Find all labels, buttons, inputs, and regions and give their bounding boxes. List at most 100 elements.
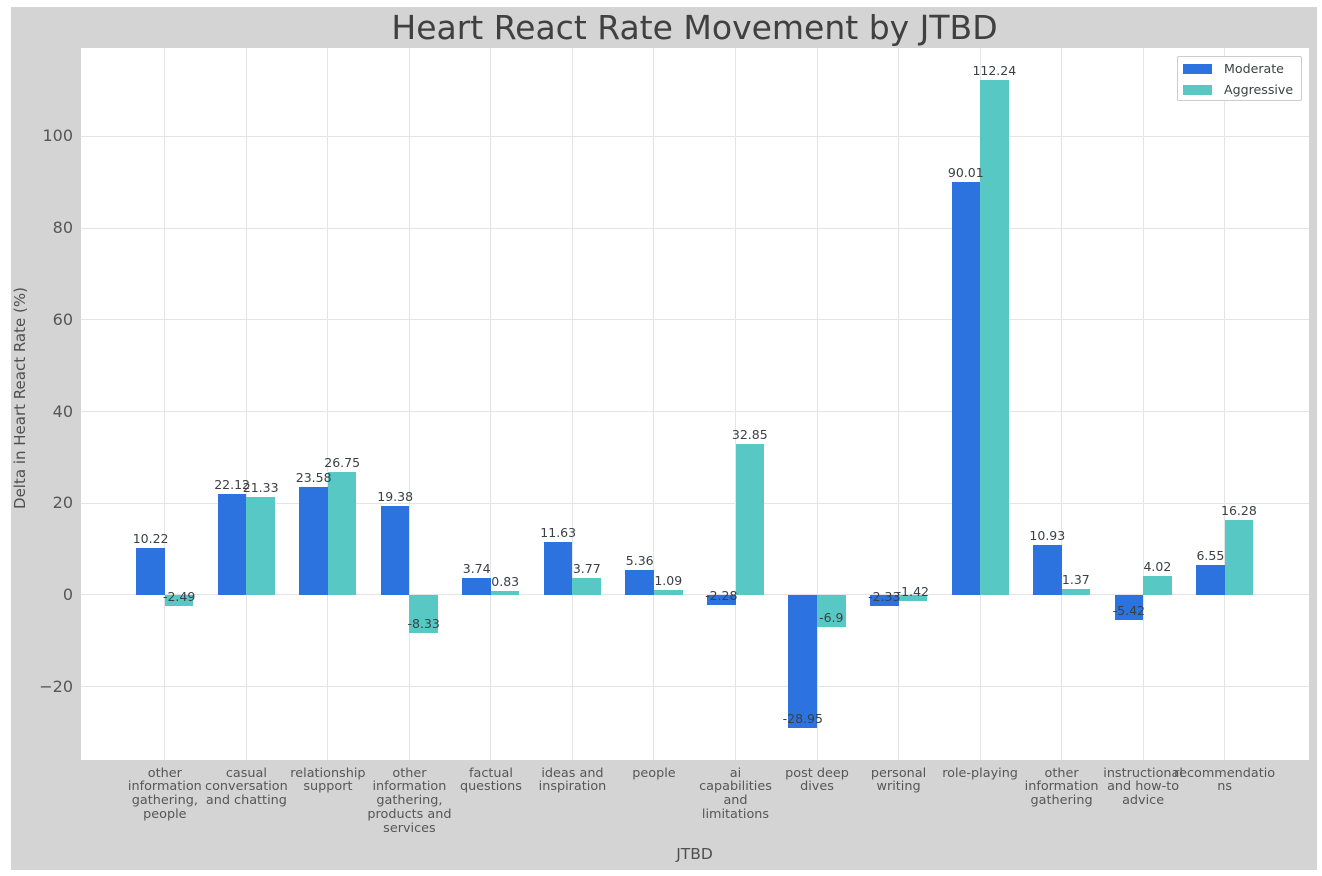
bar-aggressive-0 — [164, 594, 194, 607]
legend-label-aggressive: Aggressive — [1224, 82, 1294, 97]
value-label-moderate-7: -2.28 — [705, 588, 738, 604]
value-label-moderate-11: 10.93 — [1029, 527, 1066, 543]
x-tick-label-1: casual conversation and chatting — [205, 765, 288, 809]
gridline-vertical — [245, 48, 247, 760]
bar-moderate-6 — [625, 570, 654, 595]
value-label-moderate-10: 90.01 — [947, 165, 984, 181]
value-label-moderate-1: 22.12 — [214, 476, 251, 492]
bar-aggressive-3 — [409, 594, 438, 634]
bar-aggressive-8 — [817, 594, 846, 627]
y-tick-label-20: 20 — [52, 493, 73, 513]
gridline-vertical — [1142, 48, 1144, 760]
y-tick-label-40: 40 — [52, 401, 73, 421]
bar-aggressive-9 — [898, 594, 928, 602]
bar-moderate-13 — [1196, 564, 1225, 595]
value-label-moderate-5: 11.63 — [540, 524, 577, 540]
value-label-moderate-3: 19.38 — [377, 489, 414, 505]
bar-aggressive-12 — [1143, 576, 1172, 595]
value-label-aggressive-12: 4.02 — [1143, 559, 1172, 575]
value-label-aggressive-11: 1.37 — [1061, 571, 1090, 587]
bar-aggressive-5 — [572, 577, 601, 595]
x-tick-label-4: factual questions — [459, 765, 522, 795]
x-tick-label-3: other information gathering, products an… — [367, 765, 452, 837]
bar-aggressive-11 — [1061, 588, 1091, 595]
bar-aggressive-2 — [327, 472, 357, 595]
gridline-horizontal — [80, 411, 1309, 413]
legend: Moderate Aggressive — [1177, 56, 1302, 101]
bar-moderate-11 — [1033, 544, 1062, 595]
y-tick-label-0: 0 — [62, 584, 73, 604]
value-label-aggressive-8: -6.9 — [819, 609, 844, 625]
legend-row-aggressive: Aggressive — [1178, 83, 1301, 97]
value-label-aggressive-1: 21.33 — [242, 480, 279, 496]
value-label-aggressive-7: 32.85 — [731, 427, 768, 443]
bar-moderate-3 — [380, 506, 410, 595]
x-tick-label-13: recommendatio ns — [1174, 765, 1276, 795]
bar-moderate-2 — [299, 486, 328, 595]
value-label-moderate-2: 23.58 — [295, 469, 332, 485]
gridline-horizontal — [80, 686, 1309, 688]
value-label-moderate-13: 6.55 — [1196, 547, 1225, 563]
value-label-moderate-4: 3.74 — [462, 560, 491, 576]
x-tick-label-5: ideas and inspiration — [538, 765, 607, 795]
gridline-vertical — [1061, 48, 1063, 760]
bar-moderate-8 — [788, 594, 818, 728]
bar-moderate-1 — [217, 493, 247, 595]
gridline-horizontal — [80, 502, 1309, 504]
value-label-aggressive-4: 0.83 — [491, 574, 520, 590]
value-label-aggressive-13: 16.28 — [1220, 503, 1257, 519]
plot-area: 10.22 22.12 23.58 19.38 3.74 11.63 5.36 -2.28 -2… — [80, 48, 1309, 760]
bar-moderate-10 — [951, 182, 981, 595]
x-tick-label-11: other information gathering — [1024, 765, 1099, 809]
gridline-vertical — [735, 48, 736, 760]
x-tick-label-0: other information gathering, people — [127, 765, 202, 823]
gridline-horizontal — [80, 319, 1309, 321]
gridline-vertical — [408, 48, 410, 760]
x-tick-label-10: role-playing — [942, 765, 1018, 781]
x-tick-label-7: ai capabilities and limitations — [699, 765, 772, 823]
value-label-aggressive-0: -2.49 — [162, 589, 196, 605]
value-label-moderate-0: 10.22 — [132, 531, 169, 547]
bar-moderate-9 — [870, 594, 899, 606]
bar-moderate-7 — [706, 594, 736, 606]
value-label-aggressive-9: -1.42 — [896, 584, 929, 600]
y-tick-label-80: 80 — [52, 218, 73, 238]
bar-moderate-5 — [543, 541, 573, 595]
value-label-aggressive-6: 1.09 — [654, 572, 683, 588]
x-tick-label-8: post deep dives — [785, 765, 849, 795]
x-tick-label-6: people — [632, 765, 676, 781]
value-label-aggressive-3: -8.33 — [407, 616, 440, 632]
gridline-vertical — [1224, 48, 1226, 760]
value-label-aggressive-2: 26.75 — [324, 455, 361, 471]
bar-moderate-4 — [462, 577, 491, 595]
y-tick-label-100: 100 — [42, 126, 73, 146]
x-tick-label-2: relationship support — [290, 765, 366, 795]
gridline-horizontal — [80, 135, 1309, 137]
legend-row-moderate: Moderate — [1178, 62, 1301, 76]
y-tick-label--20: −20 — [39, 676, 73, 696]
legend-label-moderate: Moderate — [1224, 61, 1284, 76]
value-label-moderate-6: 5.36 — [625, 553, 654, 569]
gridline-vertical — [490, 48, 492, 760]
gridline-vertical — [164, 48, 166, 760]
bar-aggressive-7 — [735, 444, 765, 595]
x-axis-title: JTBD — [676, 845, 713, 863]
bar-aggressive-10 — [980, 80, 1009, 595]
gridline-vertical — [327, 48, 329, 760]
value-label-aggressive-10: 112.24 — [972, 63, 1017, 79]
gridline-horizontal — [80, 227, 1309, 229]
gridline-vertical — [653, 48, 655, 760]
bar-moderate-12 — [1114, 594, 1144, 620]
value-label-aggressive-5: 3.77 — [572, 560, 601, 576]
value-label-moderate-9: -2.33 — [868, 588, 901, 604]
chart-title: Heart React Rate Movement by JTBD — [391, 8, 998, 47]
bar-moderate-0 — [136, 548, 165, 595]
y-tick-label-60: 60 — [52, 309, 73, 329]
legend-swatch-aggressive — [1183, 85, 1212, 95]
gridline-vertical — [898, 48, 900, 760]
value-label-moderate-12: -5.42 — [1112, 602, 1145, 618]
gridline-vertical — [571, 48, 573, 760]
bar-aggressive-1 — [246, 497, 275, 595]
bar-aggressive-4 — [490, 591, 520, 595]
gridline-horizontal — [80, 594, 1309, 596]
